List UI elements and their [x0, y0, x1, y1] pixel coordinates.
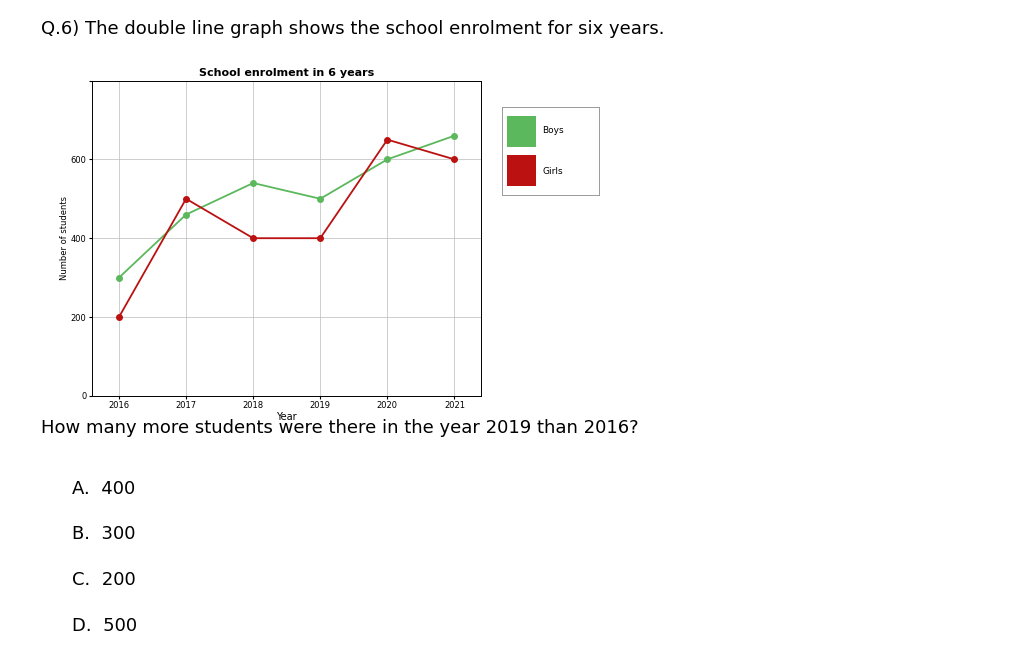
Text: D.  500: D. 500 — [72, 617, 137, 635]
Title: School enrolment in 6 years: School enrolment in 6 years — [199, 68, 375, 79]
Text: Q.6) The double line graph shows the school enrolment for six years.: Q.6) The double line graph shows the sch… — [41, 20, 665, 38]
X-axis label: Year: Year — [276, 412, 297, 422]
Y-axis label: Number of students: Number of students — [60, 196, 70, 280]
Text: B.  300: B. 300 — [72, 525, 135, 544]
Bar — [507, 156, 536, 186]
Text: C.  200: C. 200 — [72, 571, 135, 589]
Text: Boys: Boys — [543, 126, 564, 136]
Text: How many more students were there in the year 2019 than 2016?: How many more students were there in the… — [41, 419, 639, 437]
Text: Girls: Girls — [543, 166, 563, 176]
Text: A.  400: A. 400 — [72, 480, 135, 498]
Bar — [507, 116, 536, 147]
